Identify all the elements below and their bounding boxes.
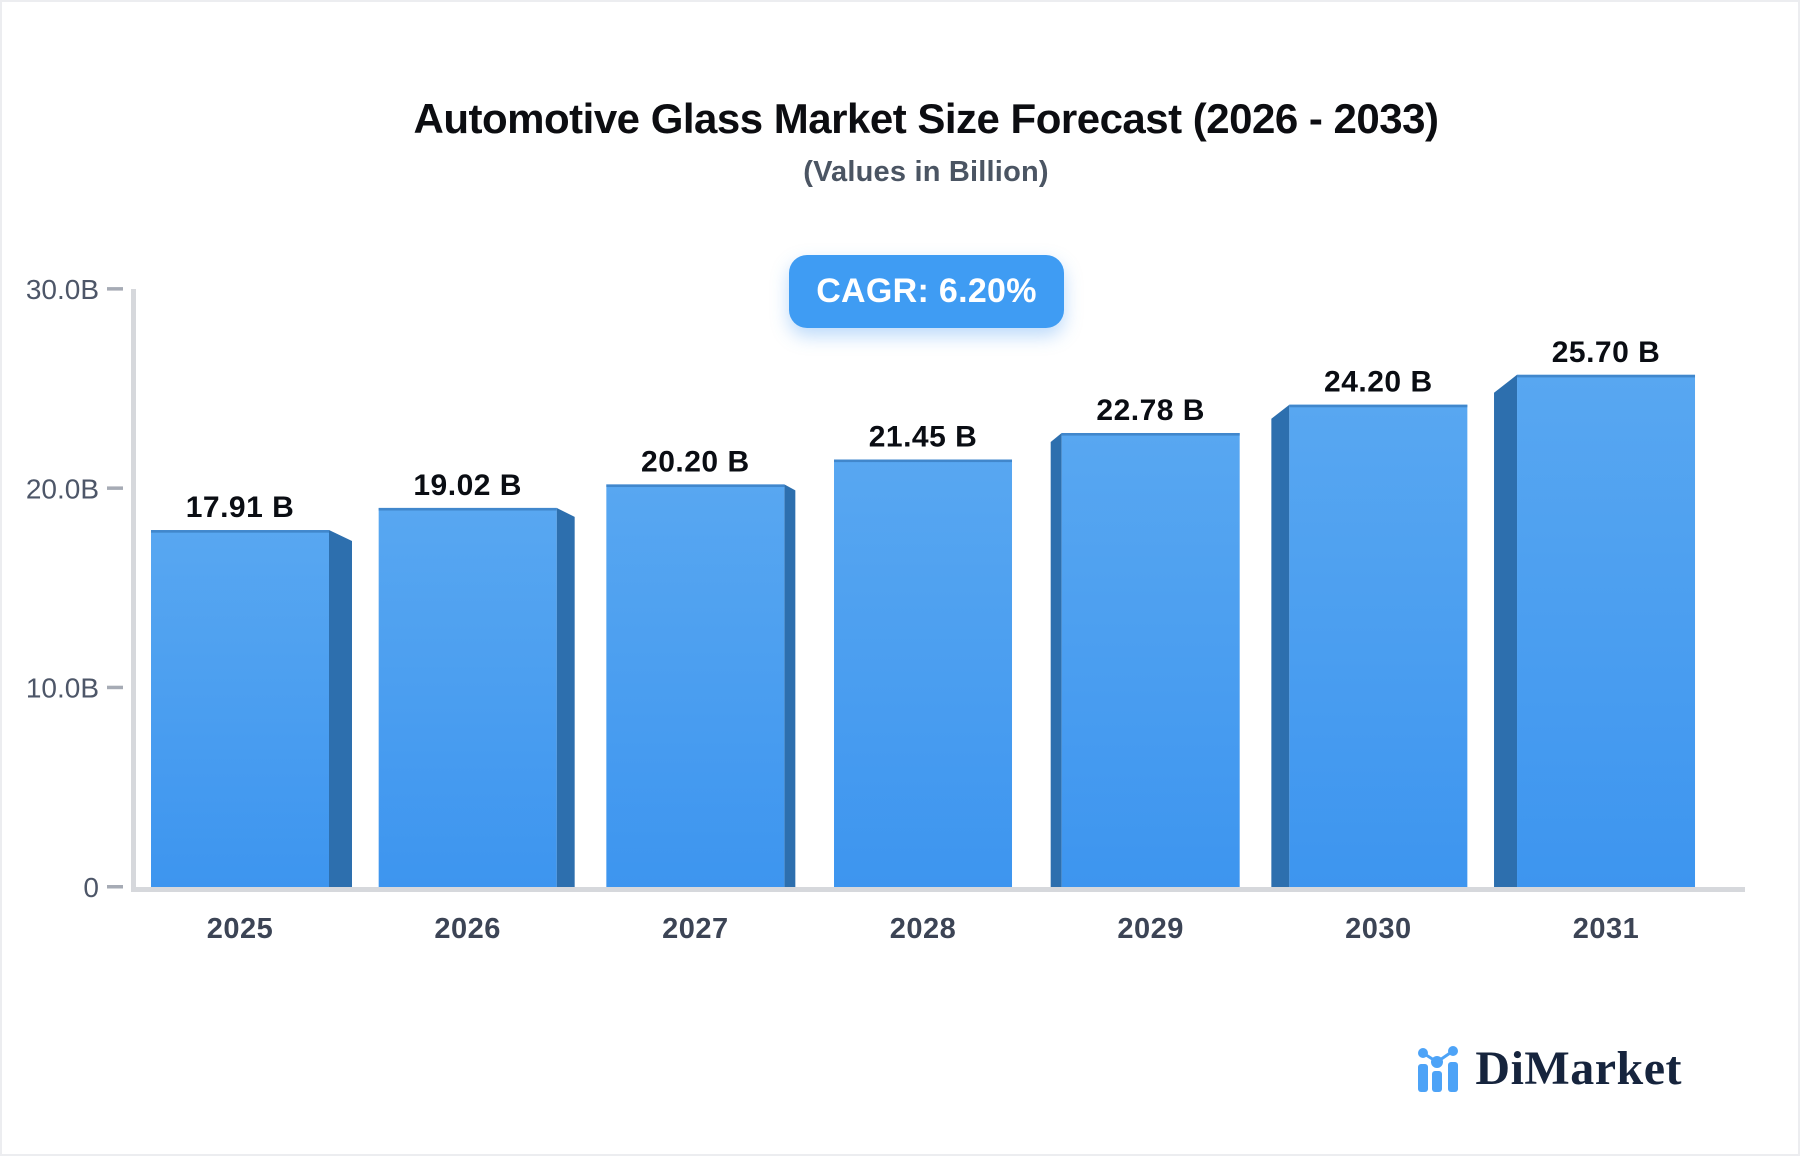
bar-value-label: 17.91 B bbox=[186, 491, 295, 524]
chart-header: Automotive Glass Market Size Forecast (2… bbox=[50, 94, 1798, 189]
chart-title: Automotive Glass Market Size Forecast (2… bbox=[413, 95, 1439, 142]
x-category-label: 2025 bbox=[207, 913, 274, 945]
bar-top-edge bbox=[378, 507, 557, 511]
bar-2025[interactable] bbox=[151, 530, 352, 887]
cagr-badge-label: CAGR: 6.20% bbox=[816, 272, 1037, 310]
x-category-label: 2028 bbox=[890, 913, 957, 945]
brand-logo: DiMarket bbox=[1415, 1040, 1682, 1098]
x-category-label: 2029 bbox=[1117, 913, 1184, 945]
bar-side-face bbox=[1494, 374, 1518, 887]
bar-2028[interactable] bbox=[834, 459, 1013, 887]
bar-top-edge bbox=[606, 484, 785, 488]
bar-side-face bbox=[784, 484, 796, 887]
y-tick-mark bbox=[107, 685, 123, 690]
bars-layer bbox=[151, 374, 1696, 887]
x-category-label: 2031 bbox=[1573, 913, 1640, 945]
bar-value-label: 25.70 B bbox=[1552, 336, 1661, 369]
bar-value-label: 21.45 B bbox=[869, 421, 978, 454]
mini-bar-chart-logo-icon bbox=[1418, 1046, 1459, 1092]
bar-2026[interactable] bbox=[378, 507, 575, 887]
bar-value-label: 24.20 B bbox=[1324, 366, 1433, 399]
bar-side-face bbox=[329, 530, 352, 887]
y-tick-mark bbox=[107, 486, 123, 490]
bar-top-edge bbox=[151, 530, 329, 533]
bar-main-face bbox=[1289, 404, 1468, 887]
bar-top-edge bbox=[834, 459, 1013, 463]
axis-layer: 0 10.0B 20.0B 30.0B bbox=[26, 274, 1745, 903]
bar-value-label: 19.02 B bbox=[413, 469, 522, 502]
cagr-badge: CAGR: 6.20% bbox=[789, 255, 1064, 328]
chart-subtitle: (Values in Billion) bbox=[803, 156, 1049, 189]
y-tick-label: 30.0B bbox=[26, 274, 99, 305]
bar-top-edge bbox=[1061, 432, 1240, 436]
bar-main-face bbox=[606, 484, 785, 887]
bar-side-face bbox=[1050, 432, 1062, 887]
bar-2029[interactable] bbox=[1050, 432, 1240, 887]
y-tick-label: 10.0B bbox=[26, 673, 99, 704]
bar-main-face bbox=[1061, 432, 1240, 887]
y-tick-mark bbox=[107, 287, 123, 291]
y-tick-mark bbox=[107, 885, 123, 889]
x-category-label: 2030 bbox=[1345, 913, 1412, 945]
bar-side-face bbox=[1271, 404, 1290, 887]
y-tick-label: 20.0B bbox=[26, 473, 99, 504]
bar-main-face bbox=[151, 530, 329, 887]
bar-top-edge bbox=[1289, 404, 1468, 408]
y-axis-line bbox=[131, 289, 136, 892]
bar-main-face bbox=[834, 459, 1013, 887]
bar-2030[interactable] bbox=[1271, 404, 1468, 887]
bar-2027[interactable] bbox=[606, 484, 796, 887]
brand-logo-text: DiMarket bbox=[1475, 1042, 1682, 1095]
bar-main-face bbox=[378, 507, 557, 887]
bar-2031[interactable] bbox=[1494, 374, 1696, 887]
bar-main-face bbox=[1517, 374, 1696, 887]
x-category-label: 2027 bbox=[662, 913, 729, 945]
x-axis-line bbox=[131, 887, 1745, 892]
x-category-label: 2026 bbox=[434, 913, 501, 945]
bar-top-edge bbox=[1517, 374, 1696, 378]
bar-side-face bbox=[556, 507, 575, 887]
bar-value-label: 20.20 B bbox=[641, 445, 750, 478]
y-tick-label: 0 bbox=[83, 872, 99, 903]
labels-layer: 17.91 B 2025 19.02 B 2026 20.20 B 2027 21.45 B… bbox=[186, 336, 1661, 945]
bar-value-label: 22.78 B bbox=[1096, 394, 1205, 427]
